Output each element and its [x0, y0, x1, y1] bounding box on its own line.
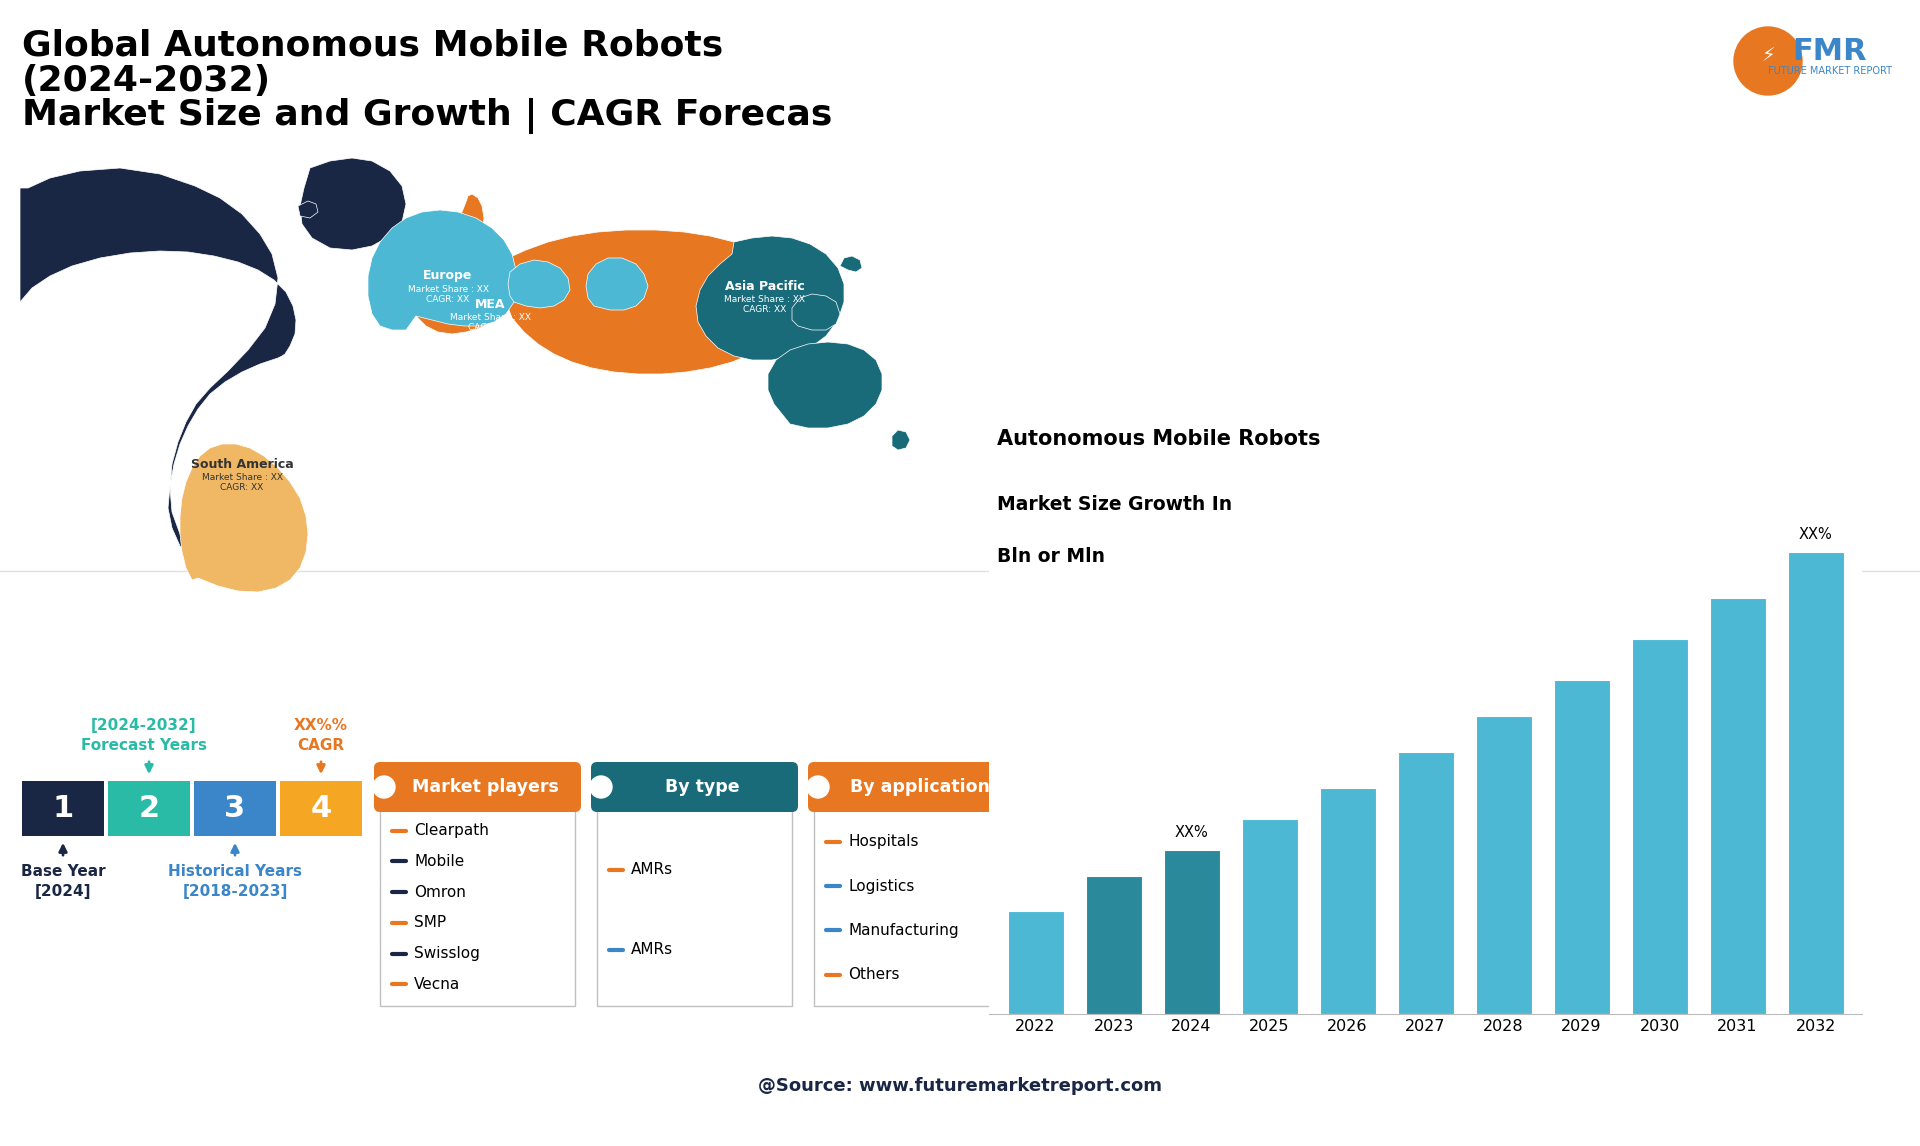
FancyBboxPatch shape	[108, 782, 190, 835]
FancyBboxPatch shape	[814, 806, 1010, 1006]
Text: Market players: Market players	[413, 778, 559, 796]
Text: Europe: Europe	[422, 269, 472, 283]
Text: Base Year: Base Year	[21, 864, 106, 879]
Bar	[1632, 639, 1688, 1014]
Text: Autonomous Mobile Robots: Autonomous Mobile Robots	[996, 429, 1321, 448]
Text: @Source: www.futuremarketreport.com: @Source: www.futuremarketreport.com	[758, 1077, 1162, 1094]
Polygon shape	[768, 342, 881, 427]
Bar	[1242, 819, 1298, 1014]
Text: Bln or Mln: Bln or Mln	[996, 547, 1104, 566]
Text: Market Size Growth In: Market Size Growth In	[996, 495, 1233, 515]
Text: By type: By type	[664, 778, 739, 796]
Bar	[1008, 911, 1064, 1014]
Text: Hospitals: Hospitals	[849, 834, 918, 849]
Polygon shape	[300, 158, 405, 250]
Text: ⚡: ⚡	[1761, 47, 1774, 65]
Text: Market Share : XX: Market Share : XX	[724, 296, 806, 305]
Bar	[1164, 850, 1219, 1014]
Text: Market Share : XX: Market Share : XX	[121, 317, 209, 328]
Text: South America: South America	[190, 457, 294, 471]
Bar	[1709, 598, 1766, 1014]
FancyBboxPatch shape	[380, 806, 574, 1006]
Text: AMRs: AMRs	[632, 863, 674, 878]
Bar	[1475, 716, 1532, 1014]
FancyBboxPatch shape	[194, 782, 276, 835]
Circle shape	[1734, 28, 1803, 95]
FancyBboxPatch shape	[597, 806, 791, 1006]
Circle shape	[589, 776, 612, 798]
Text: Market Share : XX: Market Share : XX	[202, 473, 282, 482]
Polygon shape	[19, 168, 298, 574]
Bar	[1398, 752, 1453, 1014]
Text: CAGR: XX: CAGR: XX	[426, 296, 470, 305]
Polygon shape	[841, 256, 862, 272]
Text: FUTURE MARKET REPORT: FUTURE MARKET REPORT	[1768, 66, 1891, 76]
Polygon shape	[509, 260, 570, 308]
Text: Clearpath: Clearpath	[415, 823, 490, 838]
Bar	[1319, 788, 1375, 1014]
Text: [2018-2023]: [2018-2023]	[182, 884, 288, 898]
Text: SMP: SMP	[415, 916, 445, 931]
Polygon shape	[893, 430, 910, 450]
Text: CAGR: CAGR	[298, 738, 344, 753]
Text: 2: 2	[138, 794, 159, 823]
Text: Historical Years: Historical Years	[169, 864, 301, 879]
FancyBboxPatch shape	[280, 782, 363, 835]
Text: Global Autonomous Mobile Robots: Global Autonomous Mobile Robots	[21, 28, 724, 62]
Text: 1: 1	[52, 794, 73, 823]
Bar	[1085, 876, 1142, 1014]
Text: By application: By application	[849, 778, 989, 796]
Text: Swisslog: Swisslog	[415, 947, 480, 961]
Text: Forecast Years: Forecast Years	[81, 738, 207, 753]
Text: Logistics: Logistics	[849, 879, 914, 894]
Polygon shape	[507, 230, 799, 374]
Bar	[1788, 552, 1843, 1014]
Text: Market Share : XX: Market Share : XX	[407, 285, 488, 295]
Polygon shape	[298, 201, 319, 218]
Text: [2024-2032]: [2024-2032]	[90, 719, 198, 733]
Text: CAGR: XX: CAGR: XX	[142, 328, 188, 338]
Polygon shape	[180, 444, 307, 592]
Text: XX%: XX%	[1799, 526, 1832, 542]
Text: XX%: XX%	[1175, 824, 1208, 840]
Text: Vecna: Vecna	[415, 976, 461, 992]
Text: Omron: Omron	[415, 885, 467, 900]
Text: 4: 4	[311, 794, 332, 823]
Text: FMR: FMR	[1793, 37, 1868, 65]
Text: (2024-2032): (2024-2032)	[21, 64, 271, 99]
Polygon shape	[369, 210, 518, 330]
Text: North
America: North America	[132, 293, 198, 324]
Text: MEA: MEA	[474, 298, 505, 311]
Text: AMRs: AMRs	[632, 942, 674, 958]
Text: CAGR: XX: CAGR: XX	[221, 484, 263, 493]
Text: Asia Pacific: Asia Pacific	[726, 280, 804, 292]
Text: Market Share : XX: Market Share : XX	[449, 314, 530, 322]
Text: Others: Others	[849, 967, 899, 982]
FancyBboxPatch shape	[591, 762, 799, 813]
Text: Mobile: Mobile	[415, 854, 465, 869]
Polygon shape	[586, 258, 649, 311]
Text: XX%%: XX%%	[294, 719, 348, 733]
Circle shape	[372, 776, 396, 798]
Polygon shape	[401, 254, 419, 270]
Text: CAGR: XX: CAGR: XX	[468, 323, 511, 332]
Circle shape	[806, 776, 829, 798]
Polygon shape	[695, 236, 845, 360]
Polygon shape	[791, 295, 841, 330]
Text: Market Size and Growth | CAGR Forecas: Market Size and Growth | CAGR Forecas	[21, 99, 833, 134]
Polygon shape	[447, 194, 484, 242]
FancyBboxPatch shape	[21, 782, 104, 835]
FancyBboxPatch shape	[808, 762, 1016, 813]
Text: [2024]: [2024]	[35, 884, 92, 898]
Text: CAGR: XX: CAGR: XX	[743, 306, 787, 314]
Bar	[1553, 681, 1609, 1014]
Text: Manufacturing: Manufacturing	[849, 923, 958, 937]
Polygon shape	[407, 240, 518, 333]
Text: 3: 3	[225, 794, 246, 823]
FancyBboxPatch shape	[374, 762, 582, 813]
